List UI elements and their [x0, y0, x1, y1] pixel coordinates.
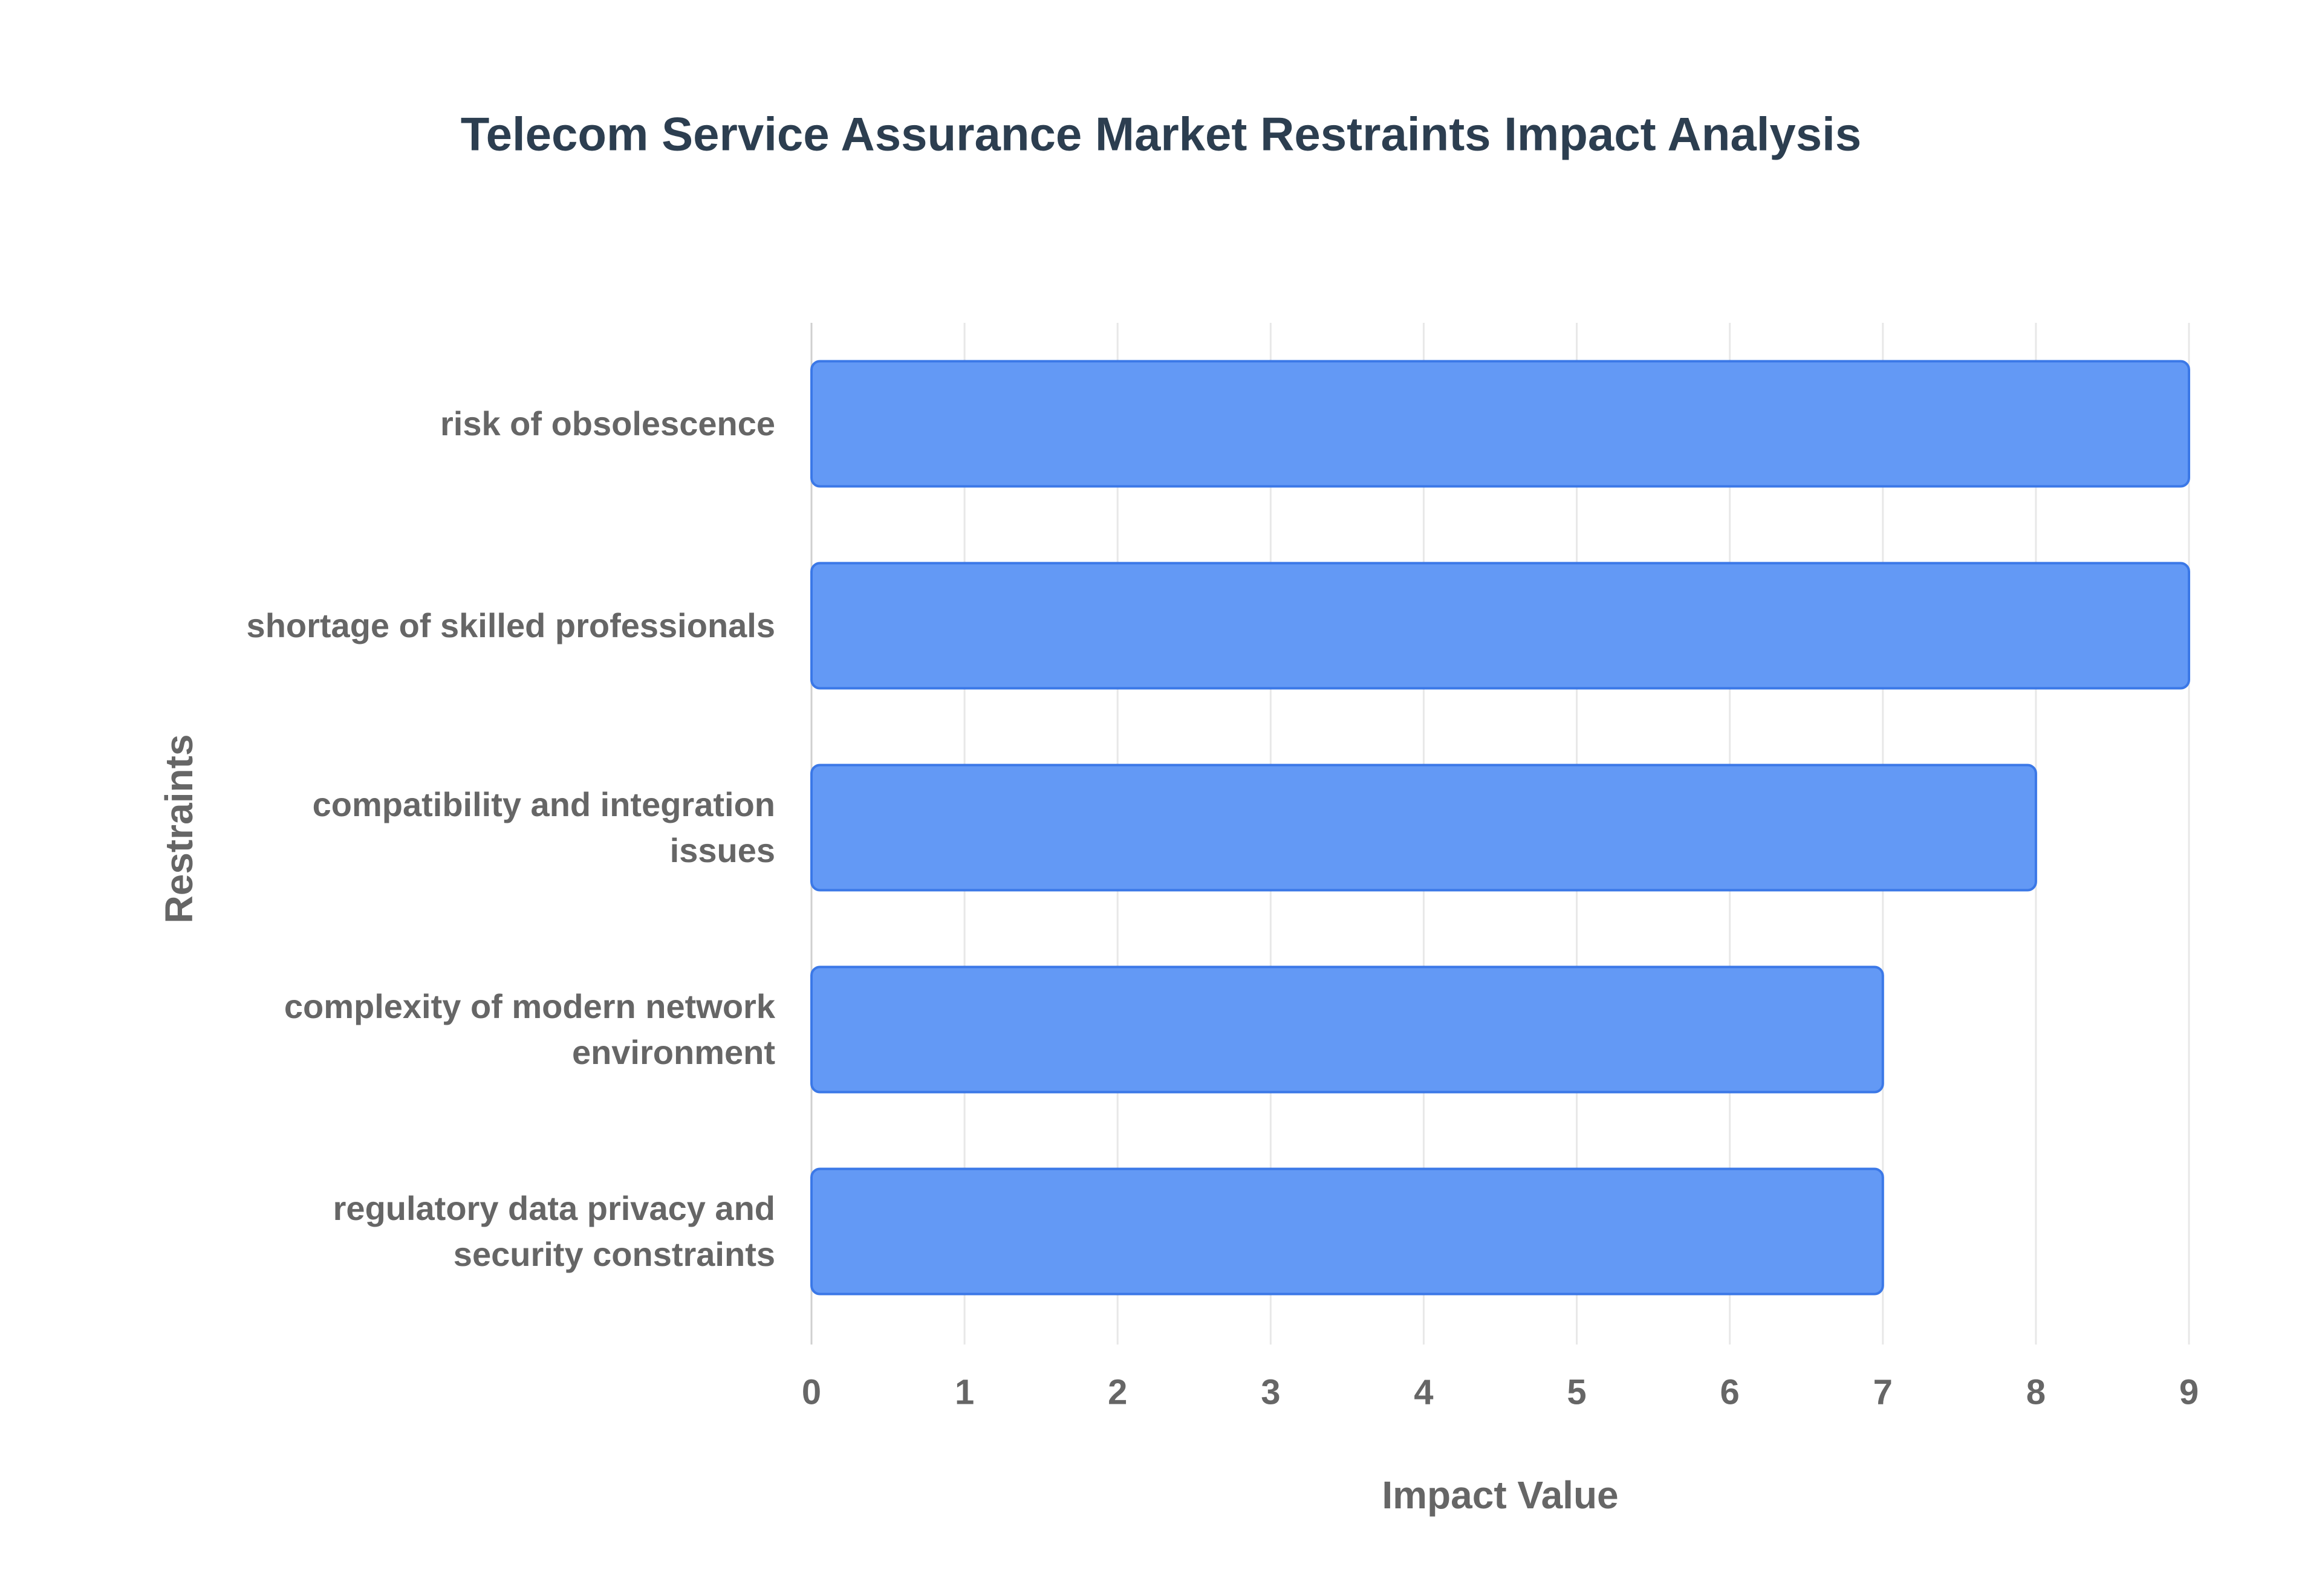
x-tick-label: 8	[2026, 1372, 2046, 1412]
bar	[810, 562, 2190, 690]
x-tick-label: 3	[1261, 1372, 1280, 1412]
x-tick-label: 9	[2179, 1372, 2199, 1412]
bar	[810, 1167, 1884, 1296]
x-tick-label: 4	[1414, 1372, 1433, 1412]
x-tick-label: 2	[1108, 1372, 1127, 1412]
chart-title: Telecom Service Assurance Market Restrai…	[461, 108, 1862, 161]
bar	[810, 360, 2190, 488]
bar	[810, 965, 1884, 1094]
x-tick-label: 5	[1567, 1372, 1586, 1412]
x-tick-label: 6	[1720, 1372, 1740, 1412]
y-axis-title: Restraints	[157, 735, 201, 924]
x-tick-label: 7	[1873, 1372, 1893, 1412]
x-tick-label: 1	[955, 1372, 974, 1412]
y-tick-label: complexity of modern network environment	[284, 987, 775, 1071]
y-tick-label: shortage of skilled professionals	[246, 606, 775, 644]
y-tick-label: regulatory data privacy and security con…	[333, 1189, 775, 1273]
y-tick-label: compatibility and integration issues	[312, 785, 775, 869]
y-tick-label: risk of obsolescence	[440, 404, 775, 443]
bar	[810, 764, 2037, 892]
x-axis-title: Impact Value	[1382, 1473, 1618, 1517]
x-tick-label: 0	[802, 1372, 821, 1412]
